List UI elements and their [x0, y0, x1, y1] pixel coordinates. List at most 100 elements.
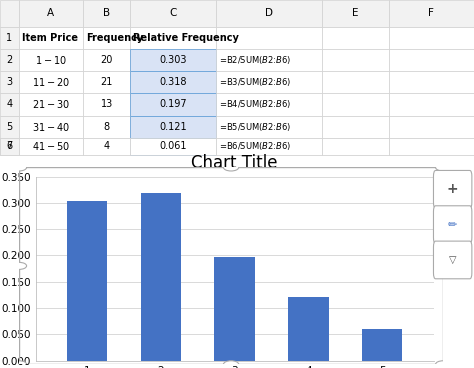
- Bar: [83, 26, 130, 49]
- Text: =B6/SUM($B$2:$B$6): =B6/SUM($B$2:$B$6): [219, 140, 291, 152]
- Bar: [130, 0, 216, 26]
- Bar: [389, 138, 474, 155]
- Circle shape: [436, 262, 451, 269]
- Text: $21 - $30: $21 - $30: [32, 98, 70, 110]
- Text: B: B: [103, 8, 110, 18]
- Bar: [322, 0, 389, 26]
- Text: =B5/SUM($B$2:$B$6): =B5/SUM($B$2:$B$6): [219, 121, 291, 132]
- Bar: [130, 138, 216, 155]
- Text: =B4/SUM($B$2:$B$6): =B4/SUM($B$2:$B$6): [219, 98, 291, 110]
- Bar: [389, 26, 474, 49]
- Bar: [322, 26, 389, 49]
- Bar: [216, 71, 322, 93]
- Bar: [83, 138, 130, 155]
- Text: $11 - $20: $11 - $20: [32, 76, 70, 88]
- Bar: [322, 116, 389, 138]
- Bar: [322, 49, 389, 71]
- Bar: [0, 93, 19, 116]
- Bar: [389, 49, 474, 71]
- Bar: [130, 116, 216, 138]
- Bar: [0, 71, 19, 93]
- Bar: [83, 71, 130, 93]
- Text: Relative Frequency: Relative Frequency: [133, 33, 239, 43]
- Bar: [0, 138, 19, 155]
- Bar: [216, 49, 322, 71]
- Bar: [389, 138, 474, 155]
- Bar: [288, 297, 328, 361]
- Bar: [389, 93, 474, 116]
- Text: D: D: [265, 8, 273, 18]
- FancyBboxPatch shape: [433, 241, 472, 279]
- Bar: [83, 0, 130, 26]
- Text: =B2/SUM($B$2:$B$6): =B2/SUM($B$2:$B$6): [219, 54, 291, 66]
- Text: 4: 4: [7, 99, 12, 109]
- Bar: [19, 138, 83, 155]
- Text: 0.121: 0.121: [159, 122, 187, 132]
- Bar: [0, 138, 19, 155]
- FancyBboxPatch shape: [433, 206, 472, 244]
- Text: 4: 4: [104, 141, 109, 151]
- Text: A: A: [47, 8, 55, 18]
- Text: +: +: [447, 182, 458, 196]
- Bar: [216, 138, 322, 155]
- Text: 8: 8: [104, 122, 109, 132]
- Circle shape: [11, 361, 27, 368]
- Bar: [19, 26, 83, 49]
- Bar: [362, 329, 402, 361]
- Bar: [216, 93, 322, 116]
- Bar: [130, 26, 216, 49]
- Bar: [19, 138, 83, 155]
- Circle shape: [223, 361, 239, 368]
- Text: 3: 3: [7, 77, 12, 87]
- Bar: [83, 49, 130, 71]
- Bar: [130, 71, 216, 93]
- Text: 1: 1: [7, 33, 12, 43]
- Bar: [389, 71, 474, 93]
- Bar: [216, 116, 322, 138]
- Text: 7: 7: [6, 141, 13, 151]
- Bar: [0, 49, 19, 71]
- Title: Chart Title: Chart Title: [191, 154, 278, 172]
- Circle shape: [223, 164, 239, 171]
- Text: 0.061: 0.061: [159, 141, 187, 151]
- Circle shape: [436, 164, 451, 171]
- Bar: [130, 138, 216, 155]
- Text: F: F: [428, 8, 434, 18]
- Bar: [322, 138, 389, 155]
- Text: 21: 21: [100, 77, 113, 87]
- Text: $1 - $10: $1 - $10: [35, 54, 67, 66]
- Text: $41 - $50: $41 - $50: [32, 140, 70, 152]
- Circle shape: [11, 164, 27, 171]
- Text: 5: 5: [6, 122, 13, 132]
- Bar: [389, 0, 474, 26]
- Text: ✏: ✏: [448, 220, 457, 230]
- Text: Frequency: Frequency: [86, 33, 143, 43]
- Text: 0.197: 0.197: [159, 99, 187, 109]
- Text: C: C: [169, 8, 177, 18]
- Bar: [0, 116, 19, 138]
- Bar: [130, 49, 216, 71]
- Bar: [83, 138, 130, 155]
- Bar: [67, 201, 108, 361]
- Bar: [130, 93, 216, 116]
- Text: ▽: ▽: [449, 255, 456, 265]
- Bar: [322, 138, 389, 155]
- Bar: [141, 194, 181, 361]
- Circle shape: [436, 361, 451, 368]
- Text: 6: 6: [7, 141, 12, 151]
- Bar: [19, 116, 83, 138]
- Bar: [19, 71, 83, 93]
- Bar: [19, 0, 83, 26]
- Bar: [83, 93, 130, 116]
- Bar: [322, 93, 389, 116]
- Bar: [19, 93, 83, 116]
- Text: =B3/SUM($B$2:$B$6): =B3/SUM($B$2:$B$6): [219, 76, 291, 88]
- Text: Item Price: Item Price: [22, 33, 78, 43]
- Bar: [0, 26, 19, 49]
- Text: 20: 20: [100, 55, 113, 65]
- Bar: [83, 116, 130, 138]
- Bar: [216, 0, 322, 26]
- Text: 0.318: 0.318: [159, 77, 187, 87]
- Text: 0.303: 0.303: [159, 55, 187, 65]
- Bar: [0, 0, 19, 26]
